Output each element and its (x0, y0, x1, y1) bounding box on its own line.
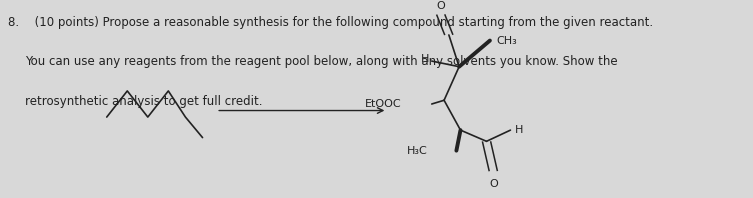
Text: CH₃: CH₃ (497, 36, 517, 46)
Text: 8.  (10 points) Propose a reasonable synthesis for the following compound starti: 8. (10 points) Propose a reasonable synt… (8, 16, 653, 29)
Text: O: O (436, 1, 445, 11)
Text: H: H (421, 54, 429, 64)
Text: H: H (514, 125, 523, 135)
Text: retrosynthetic analysis to get full credit.: retrosynthetic analysis to get full cred… (25, 95, 262, 108)
Text: EtOOC: EtOOC (365, 99, 401, 109)
Text: H₃C: H₃C (407, 146, 428, 156)
Text: You can use any reagents from the reagent pool below, along with any solvents yo: You can use any reagents from the reagen… (25, 55, 617, 69)
Text: O: O (489, 179, 498, 189)
